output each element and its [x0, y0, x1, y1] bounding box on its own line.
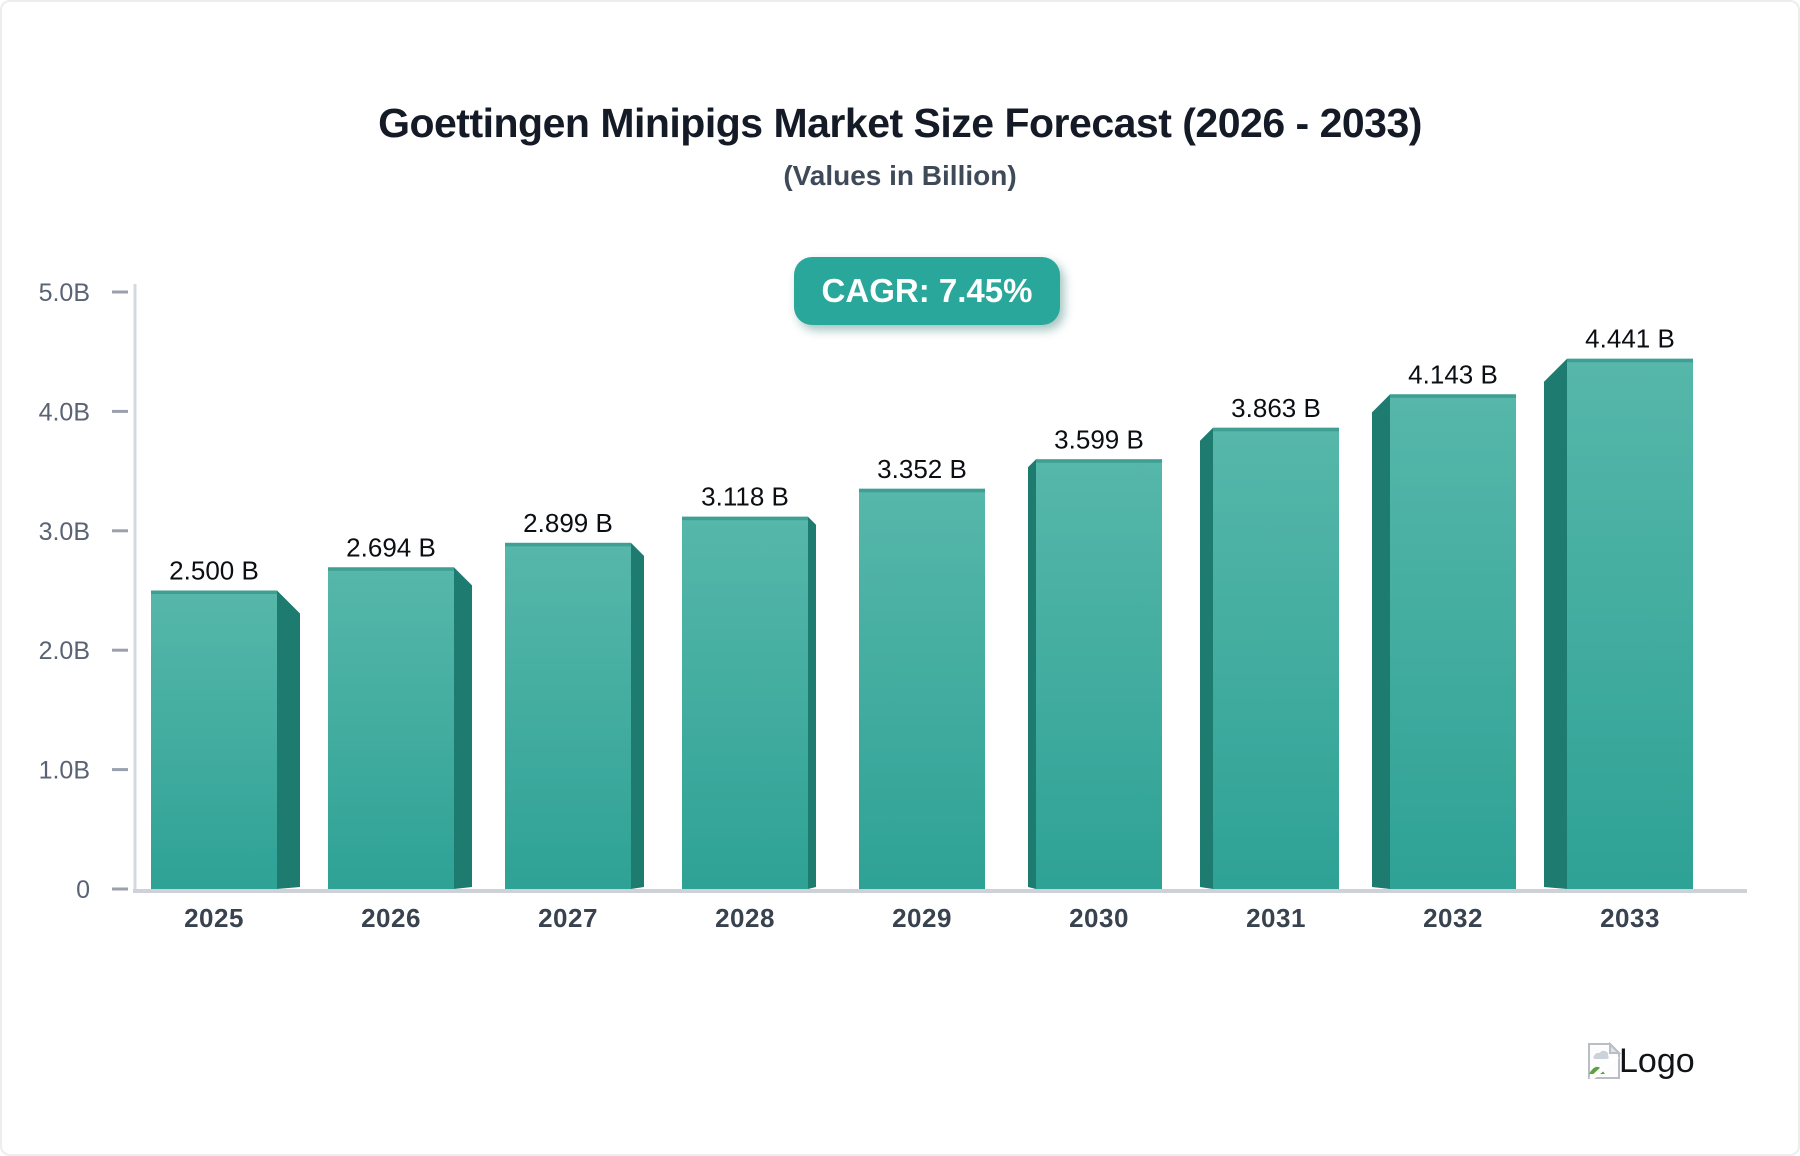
bar-top-edge: [682, 516, 808, 521]
bar-top-edge: [1567, 358, 1693, 363]
bar-side-face: [1544, 358, 1567, 889]
category-label: 2032: [1423, 903, 1483, 933]
bar-2031: 3.863 B 2031: [1200, 393, 1339, 933]
broken-image-icon: [1588, 1042, 1621, 1080]
value-label: 4.143 B: [1408, 359, 1498, 389]
bar-side-face: [808, 516, 816, 889]
chart-subtitle: (Values in Billion): [783, 160, 1017, 191]
bar-top-edge: [859, 488, 985, 493]
bar-front-face: [1213, 427, 1339, 889]
bar-side-face: [1028, 459, 1036, 889]
y-tick-label: 4.0B: [39, 398, 90, 426]
bar-top-edge: [505, 542, 631, 547]
category-label: 2026: [361, 903, 421, 933]
category-label: 2025: [184, 903, 244, 933]
bar-2025: 2.500 B 2025: [151, 556, 300, 933]
bar-front-face: [328, 567, 454, 889]
cagr-badge-label: CAGR: 7.45%: [821, 272, 1033, 309]
cagr-badge: CAGR: 7.45%: [794, 257, 1060, 325]
bar-2030: 3.599 B 2030: [1028, 424, 1162, 933]
bar-2027: 2.899 B 2027: [505, 508, 644, 933]
bar-side-face: [631, 542, 644, 889]
bar-2032: 4.143 B 2032: [1372, 359, 1516, 933]
bar-front-face: [505, 542, 631, 889]
value-label: 2.500 B: [169, 556, 259, 586]
bar-side-face: [1372, 394, 1390, 889]
category-label: 2031: [1246, 903, 1306, 933]
bar-2029: 3.352 B 2029: [859, 454, 985, 933]
bar-side-face: [1200, 427, 1213, 889]
bar-top-edge: [1213, 427, 1339, 432]
bar-top-edge: [1036, 459, 1162, 463]
bar-2026: 2.694 B 2026: [328, 532, 472, 933]
y-tick-label: 3.0B: [39, 518, 90, 546]
chart-title: Goettingen Minipigs Market Size Forecast…: [378, 100, 1422, 146]
value-label: 3.352 B: [877, 454, 967, 484]
bar-2028: 3.118 B 2028: [682, 482, 816, 933]
value-label: 3.118 B: [701, 482, 789, 512]
bar-front-face: [1036, 459, 1162, 889]
bar-side-face: [277, 590, 300, 889]
bar-front-face: [1390, 394, 1516, 889]
value-label: 4.441 B: [1585, 324, 1675, 354]
bar-front-face: [682, 516, 808, 889]
logo-alt-text: Logo: [1619, 1042, 1695, 1080]
y-tick-label: 5.0B: [39, 279, 90, 307]
bar-front-face: [1567, 358, 1693, 889]
value-label: 3.863 B: [1231, 393, 1321, 423]
y-tick-label: 2.0B: [39, 637, 90, 665]
bar-front-face: [859, 488, 985, 889]
value-label: 2.899 B: [523, 508, 613, 538]
category-label: 2029: [892, 903, 952, 933]
category-label: 2027: [538, 903, 598, 933]
bar-top-edge: [151, 590, 277, 594]
bar-top-edge: [1390, 394, 1516, 398]
y-tick-label: 1.0B: [39, 757, 90, 785]
bar-front-face: [151, 590, 277, 889]
value-label: 3.599 B: [1054, 424, 1144, 454]
value-label: 2.694 B: [346, 532, 436, 562]
category-label: 2028: [715, 903, 775, 933]
category-label: 2030: [1069, 903, 1129, 933]
bar-top-edge: [328, 567, 454, 571]
bar-side-face: [454, 567, 472, 889]
bar-2033: 4.441 B 2033: [1544, 324, 1693, 933]
category-label: 2033: [1600, 903, 1660, 933]
logo: Logo: [1585, 1042, 1695, 1080]
y-tick-label: 0: [76, 876, 90, 904]
